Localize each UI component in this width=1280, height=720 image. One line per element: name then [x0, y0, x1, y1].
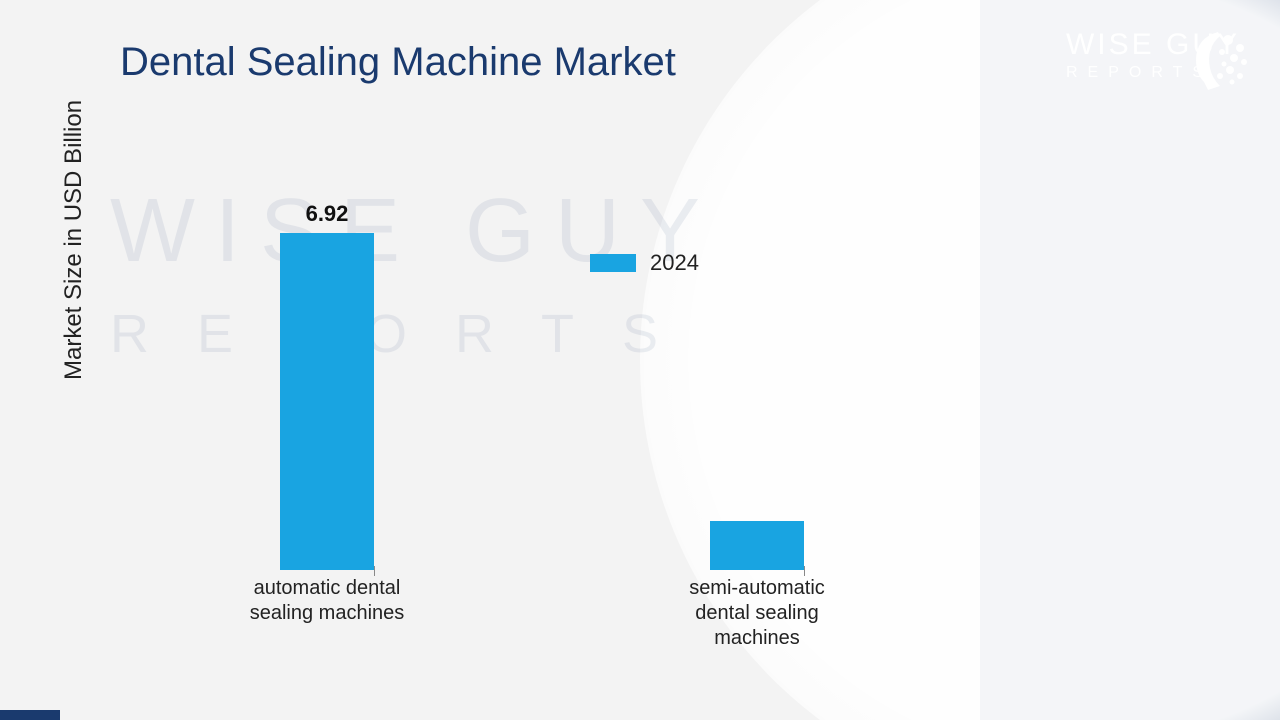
y-axis-label: Market Size in USD Billion	[60, 100, 88, 380]
x-category-label: automatic dental sealing machines	[237, 576, 417, 626]
bar-rect	[710, 521, 804, 570]
axis-tick	[374, 566, 375, 576]
bottom-accent-bar	[0, 710, 60, 720]
logo-head-icon	[1184, 24, 1254, 94]
bar: semi-automatic dental sealing machines	[710, 521, 804, 570]
chart-canvas: WISE GUY REPORTS Dental Sealing Machine …	[0, 0, 1280, 720]
plot-area: 6.92automatic dental sealing machines sem…	[110, 130, 970, 600]
bar: 6.92automatic dental sealing machines	[280, 233, 374, 570]
chart-title: Dental Sealing Machine Market	[120, 40, 676, 85]
bar-rect	[280, 233, 374, 570]
axis-tick	[804, 566, 805, 576]
x-category-label: semi-automatic dental sealing machines	[667, 576, 847, 651]
bar-value-label: 6.92	[306, 201, 349, 227]
